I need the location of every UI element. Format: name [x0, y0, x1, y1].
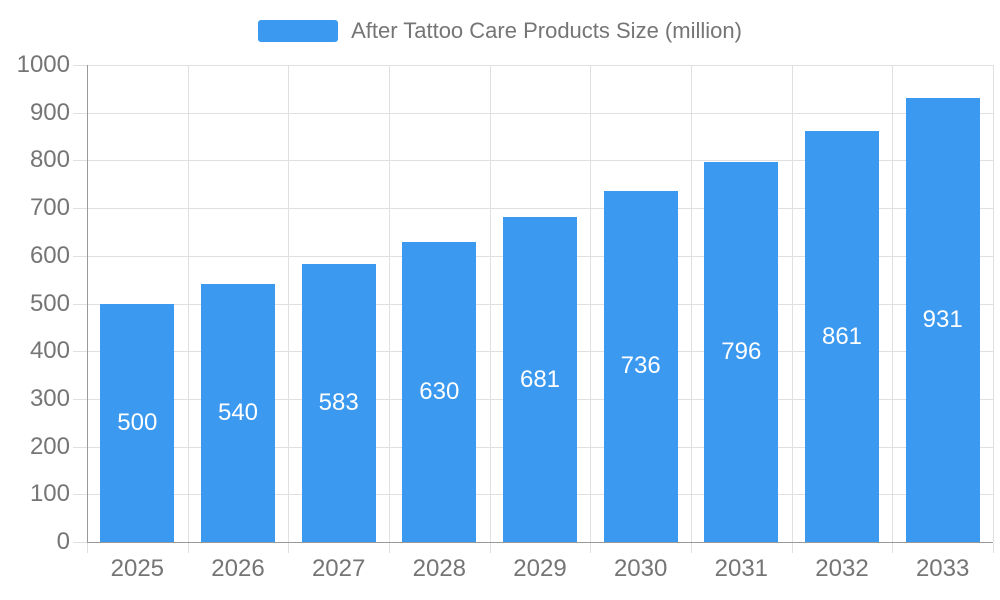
- bar[interactable]: 681: [503, 217, 577, 542]
- x-axis-line: [73, 542, 993, 543]
- legend[interactable]: After Tattoo Care Products Size (million…: [0, 18, 1000, 44]
- y-axis-tick: [73, 446, 87, 448]
- x-axis-label: 2028: [412, 555, 467, 582]
- bar-value-label: 630: [419, 377, 460, 405]
- bar-value-label: 540: [217, 399, 259, 427]
- y-axis-tick: [73, 160, 87, 162]
- gridline-v: [590, 65, 592, 542]
- gridline-v: [187, 65, 189, 542]
- gridline-h: [87, 65, 993, 66]
- y-axis-label: 500: [29, 289, 70, 317]
- gridline-v: [993, 65, 994, 542]
- bar[interactable]: 630: [402, 241, 477, 542]
- x-axis-tick: [187, 543, 189, 553]
- y-axis-label: 600: [29, 241, 70, 269]
- x-axis-label: 2033: [915, 555, 970, 582]
- x-axis-tick: [993, 543, 994, 553]
- gridline-v: [288, 65, 290, 542]
- y-axis-tick: [73, 398, 87, 400]
- y-axis-label: 800: [29, 146, 70, 174]
- gridline-h: [87, 112, 993, 114]
- x-axis-label: 2029: [513, 555, 567, 582]
- bar-value-label: 861: [821, 322, 863, 350]
- bar[interactable]: 736: [603, 190, 678, 542]
- x-axis-label: 2027: [311, 555, 366, 582]
- bar-value-label: 500: [117, 408, 158, 436]
- x-axis-label: 2025: [110, 555, 165, 582]
- x-axis-tick: [791, 543, 793, 553]
- gridline-h: [87, 208, 993, 210]
- y-axis-label: 900: [29, 98, 70, 126]
- legend-swatch-icon: [258, 20, 339, 42]
- y-axis-tick: [73, 65, 87, 66]
- bar[interactable]: 796: [704, 162, 779, 542]
- y-axis-tick: [73, 542, 87, 543]
- y-axis-label: 200: [29, 432, 70, 460]
- y-axis-label: 300: [29, 384, 70, 412]
- y-axis-tick: [73, 112, 87, 114]
- bar[interactable]: 500: [100, 303, 175, 542]
- x-axis-label: 2032: [815, 555, 869, 582]
- x-axis-tick: [288, 543, 290, 553]
- x-axis-label: 2026: [211, 555, 265, 582]
- x-axis-tick: [590, 543, 592, 553]
- y-axis-tick: [73, 351, 87, 353]
- y-axis-line: [87, 65, 88, 542]
- y-axis-label: 400: [29, 337, 70, 365]
- bar[interactable]: 931: [905, 97, 980, 542]
- bar-value-label: 796: [721, 338, 762, 366]
- y-axis-tick: [73, 208, 87, 210]
- y-axis-label: 700: [29, 194, 70, 222]
- x-axis-tick: [691, 543, 692, 553]
- legend-label: After Tattoo Care Products Size (million…: [351, 18, 742, 43]
- y-axis-tick: [73, 303, 87, 305]
- y-axis-label: 100: [29, 480, 70, 508]
- bar-value-label: 736: [620, 352, 661, 380]
- gridline-v: [892, 65, 894, 542]
- bar-value-label: 583: [318, 388, 359, 416]
- x-axis-label: 2031: [714, 555, 769, 582]
- gridline-v: [489, 65, 491, 542]
- x-axis-label: 2030: [613, 555, 668, 582]
- bar[interactable]: 861: [805, 131, 879, 542]
- bar[interactable]: 540: [201, 284, 275, 542]
- x-axis-tick: [87, 543, 88, 553]
- y-axis-tick: [73, 255, 87, 257]
- gridline-v: [791, 65, 793, 542]
- gridline-h: [87, 160, 993, 162]
- y-axis-tick: [73, 494, 87, 496]
- x-axis-tick: [489, 543, 491, 553]
- bar[interactable]: 583: [301, 263, 376, 542]
- y-axis-label: 0: [56, 528, 70, 555]
- gridline-v: [691, 65, 692, 542]
- y-axis-label: 1000: [16, 51, 70, 78]
- plot-area: 500 540 583 630 681 736 796 861 931: [73, 65, 994, 543]
- x-axis-tick: [892, 543, 894, 553]
- bar-value-label: 681: [519, 365, 561, 393]
- bar-value-label: 931: [922, 305, 963, 333]
- x-axis-tick: [389, 543, 390, 553]
- gridline-v: [389, 65, 390, 542]
